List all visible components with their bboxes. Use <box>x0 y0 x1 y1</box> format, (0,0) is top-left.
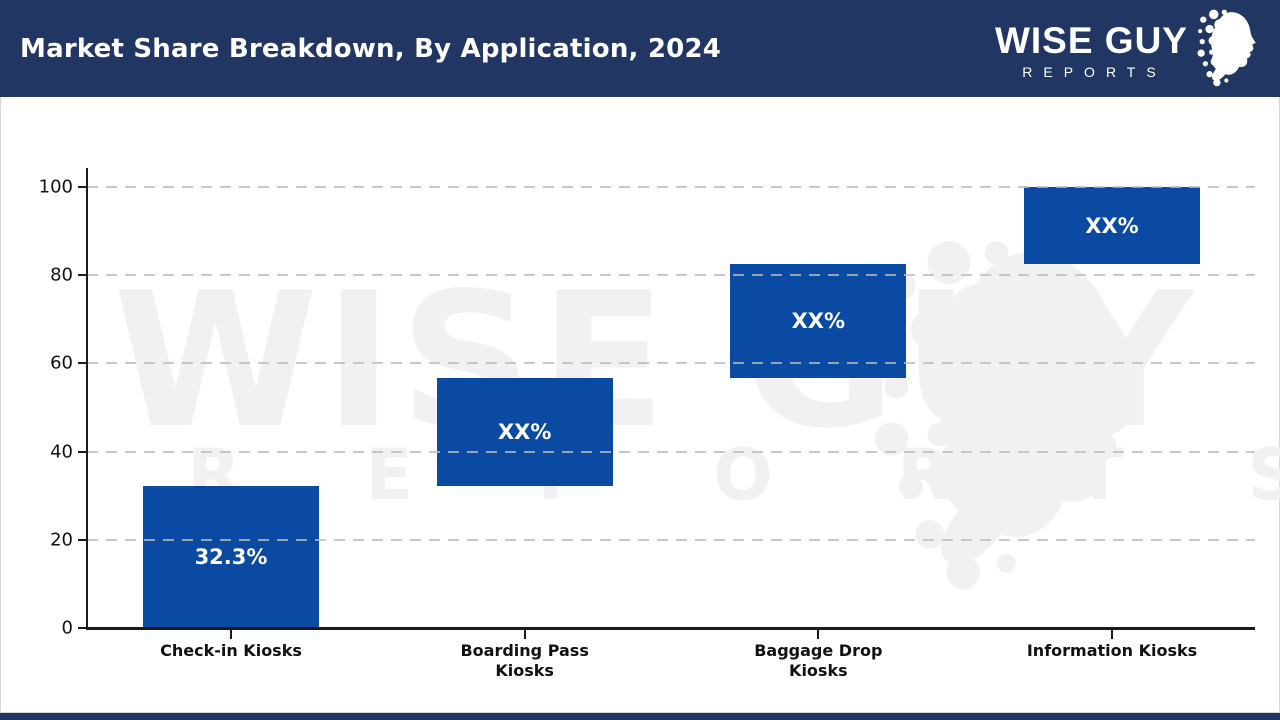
x-axis <box>86 627 1255 630</box>
y-axis-tick-80 <box>78 274 86 277</box>
y-axis-tick-40 <box>78 450 86 453</box>
gridline-100 <box>87 186 1255 188</box>
brand-text: WISE GUY REPORTS <box>995 22 1188 80</box>
y-tick-label-0: 0 <box>61 617 73 639</box>
x-axis-tick-boarding-pass-kiosks <box>523 630 526 639</box>
y-axis-tick-100 <box>78 186 86 188</box>
bar-information-kiosks <box>1024 187 1200 265</box>
x-axis-tick-information-kiosks <box>1111 630 1113 639</box>
x-axis-tick-check-in-kiosks <box>230 630 232 639</box>
chart-title: Market Share Breakdown, By Application, … <box>20 33 722 64</box>
gridline-40 <box>87 450 1255 453</box>
brand-name: WISE GUY <box>994 19 1188 61</box>
gridline-80 <box>87 274 1255 277</box>
brand-logo: WISE GUY REPORTS <box>995 7 1266 91</box>
bar-check-in-kiosks <box>143 485 319 628</box>
x-category-label-check-in-kiosks: Check-in Kiosks <box>160 641 302 660</box>
y-tick-label-60: 60 <box>50 352 73 374</box>
bar-boarding-pass-kiosks <box>436 378 613 486</box>
y-axis-tick-60 <box>78 362 86 365</box>
header: Market Share Breakdown, By Application, … <box>0 0 1280 97</box>
x-axis-tick-baggage-drop-kiosks <box>817 630 820 639</box>
bar-value-label-check-in-kiosks: 32.3% <box>194 544 268 569</box>
y-axis-tick-0 <box>78 627 86 629</box>
brand-subname: REPORTS <box>1022 63 1167 80</box>
bar-value-label-information-kiosks: XX% <box>1085 213 1139 238</box>
x-category-label-boarding-pass-kiosks: Boarding Pass Kiosks <box>460 641 589 680</box>
y-tick-label-100: 100 <box>38 176 73 198</box>
gridline-20 <box>87 538 1255 541</box>
watermark-head-icon <box>863 222 1173 622</box>
bar-value-label-boarding-pass-kiosks: XX% <box>497 419 552 444</box>
x-category-label-information-kiosks: Information Kiosks <box>1026 641 1198 660</box>
y-tick-label-40: 40 <box>50 441 73 463</box>
y-axis-tick-20 <box>78 538 86 541</box>
x-category-label-baggage-drop-kiosks: Baggage Drop Kiosks <box>754 641 883 680</box>
y-tick-label-80: 80 <box>50 264 73 286</box>
footer-bar <box>0 713 1280 720</box>
wise-guy-head-icon <box>1192 7 1266 91</box>
gridline-60 <box>87 362 1255 365</box>
chart-area: WISE GUY R E P O R T S 0 20 40 60 80 100 32.3%… <box>0 97 1280 713</box>
y-tick-label-20: 20 <box>50 529 73 551</box>
bar-baggage-drop-kiosks <box>730 264 907 379</box>
bar-value-label-baggage-drop-kiosks: XX% <box>791 309 846 334</box>
y-axis <box>86 168 88 630</box>
